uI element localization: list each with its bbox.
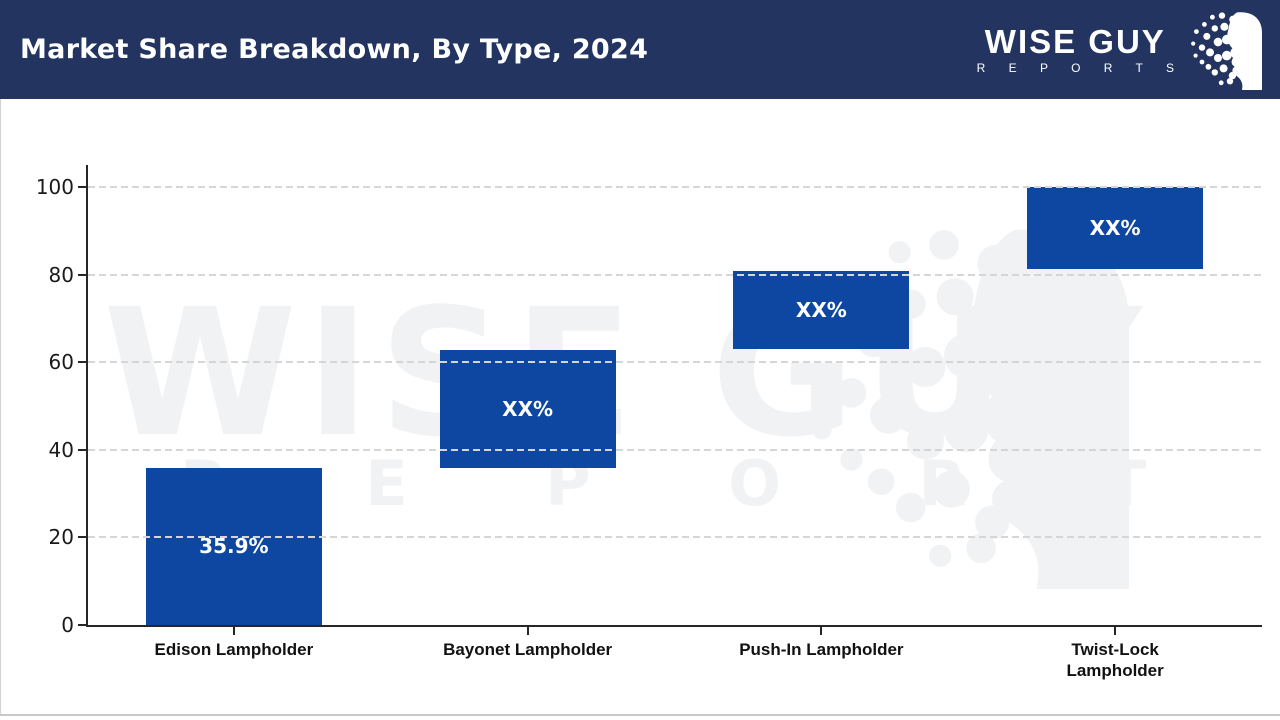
bar-3: XX% bbox=[733, 271, 910, 350]
x-tick-label-2: Bayonet Lampholder bbox=[443, 640, 613, 659]
logo-text: WISE GUY R E P O R T S bbox=[967, 22, 1184, 76]
bar-1: 35.9% bbox=[145, 467, 322, 625]
x-axis-line bbox=[86, 625, 1262, 627]
gridline-20 bbox=[88, 536, 1262, 539]
bar-4: XX% bbox=[1027, 187, 1204, 269]
x-tick-mark-1 bbox=[232, 627, 235, 635]
y-tick-mark-20 bbox=[78, 536, 86, 539]
wiseguy-logo: WISE GUY R E P O R T S bbox=[967, 7, 1266, 93]
bar-value-label: XX% bbox=[795, 298, 847, 323]
y-tick-mark-100 bbox=[78, 186, 86, 188]
gridline-100 bbox=[88, 186, 1262, 188]
bar-2: XX% bbox=[439, 349, 616, 468]
page-left-border bbox=[0, 99, 1, 716]
x-tick-mark-4 bbox=[1114, 627, 1117, 635]
y-tick-label-60: 60 bbox=[48, 350, 74, 375]
y-tick-label-0: 0 bbox=[61, 613, 74, 637]
page-bottom-border bbox=[0, 714, 1280, 716]
x-tick-label-4: Twist-Lock Lampholder bbox=[1066, 640, 1164, 680]
gridline-60 bbox=[88, 361, 1262, 364]
y-axis-line bbox=[86, 165, 88, 627]
x-tick-mark-3 bbox=[820, 627, 823, 635]
header-bar: Market Share Breakdown, By Type, 2024 WI… bbox=[0, 0, 1280, 99]
logo-subtitle: R E P O R T S bbox=[976, 60, 1184, 75]
y-tick-mark-40 bbox=[78, 448, 86, 451]
page-title: Market Share Breakdown, By Type, 2024 bbox=[20, 34, 649, 65]
y-tick-label-40: 40 bbox=[48, 437, 74, 462]
x-tick-mark-2 bbox=[526, 627, 529, 635]
y-tick-mark-80 bbox=[78, 273, 86, 276]
y-tick-label-20: 20 bbox=[48, 525, 74, 550]
gridline-80 bbox=[88, 273, 1262, 276]
x-tick-label-3: Push-In Lampholder bbox=[739, 640, 904, 659]
chart-area: WISE GUY R E P O R T S 0 20 40 60 80 100 35.9… bbox=[0, 99, 1280, 714]
bar-value-label: XX% bbox=[1089, 215, 1141, 240]
bar-value-label: XX% bbox=[502, 396, 554, 421]
logo-head-icon bbox=[1191, 11, 1262, 90]
y-tick-label-100: 100 bbox=[35, 175, 74, 199]
y-tick-mark-0 bbox=[78, 624, 86, 626]
y-tick-mark-60 bbox=[78, 361, 86, 364]
gridline-40 bbox=[88, 448, 1262, 451]
y-tick-label-80: 80 bbox=[48, 262, 74, 287]
x-tick-label-1: Edison Lampholder bbox=[154, 640, 314, 659]
logo-wordmark: WISE GUY bbox=[984, 22, 1166, 60]
